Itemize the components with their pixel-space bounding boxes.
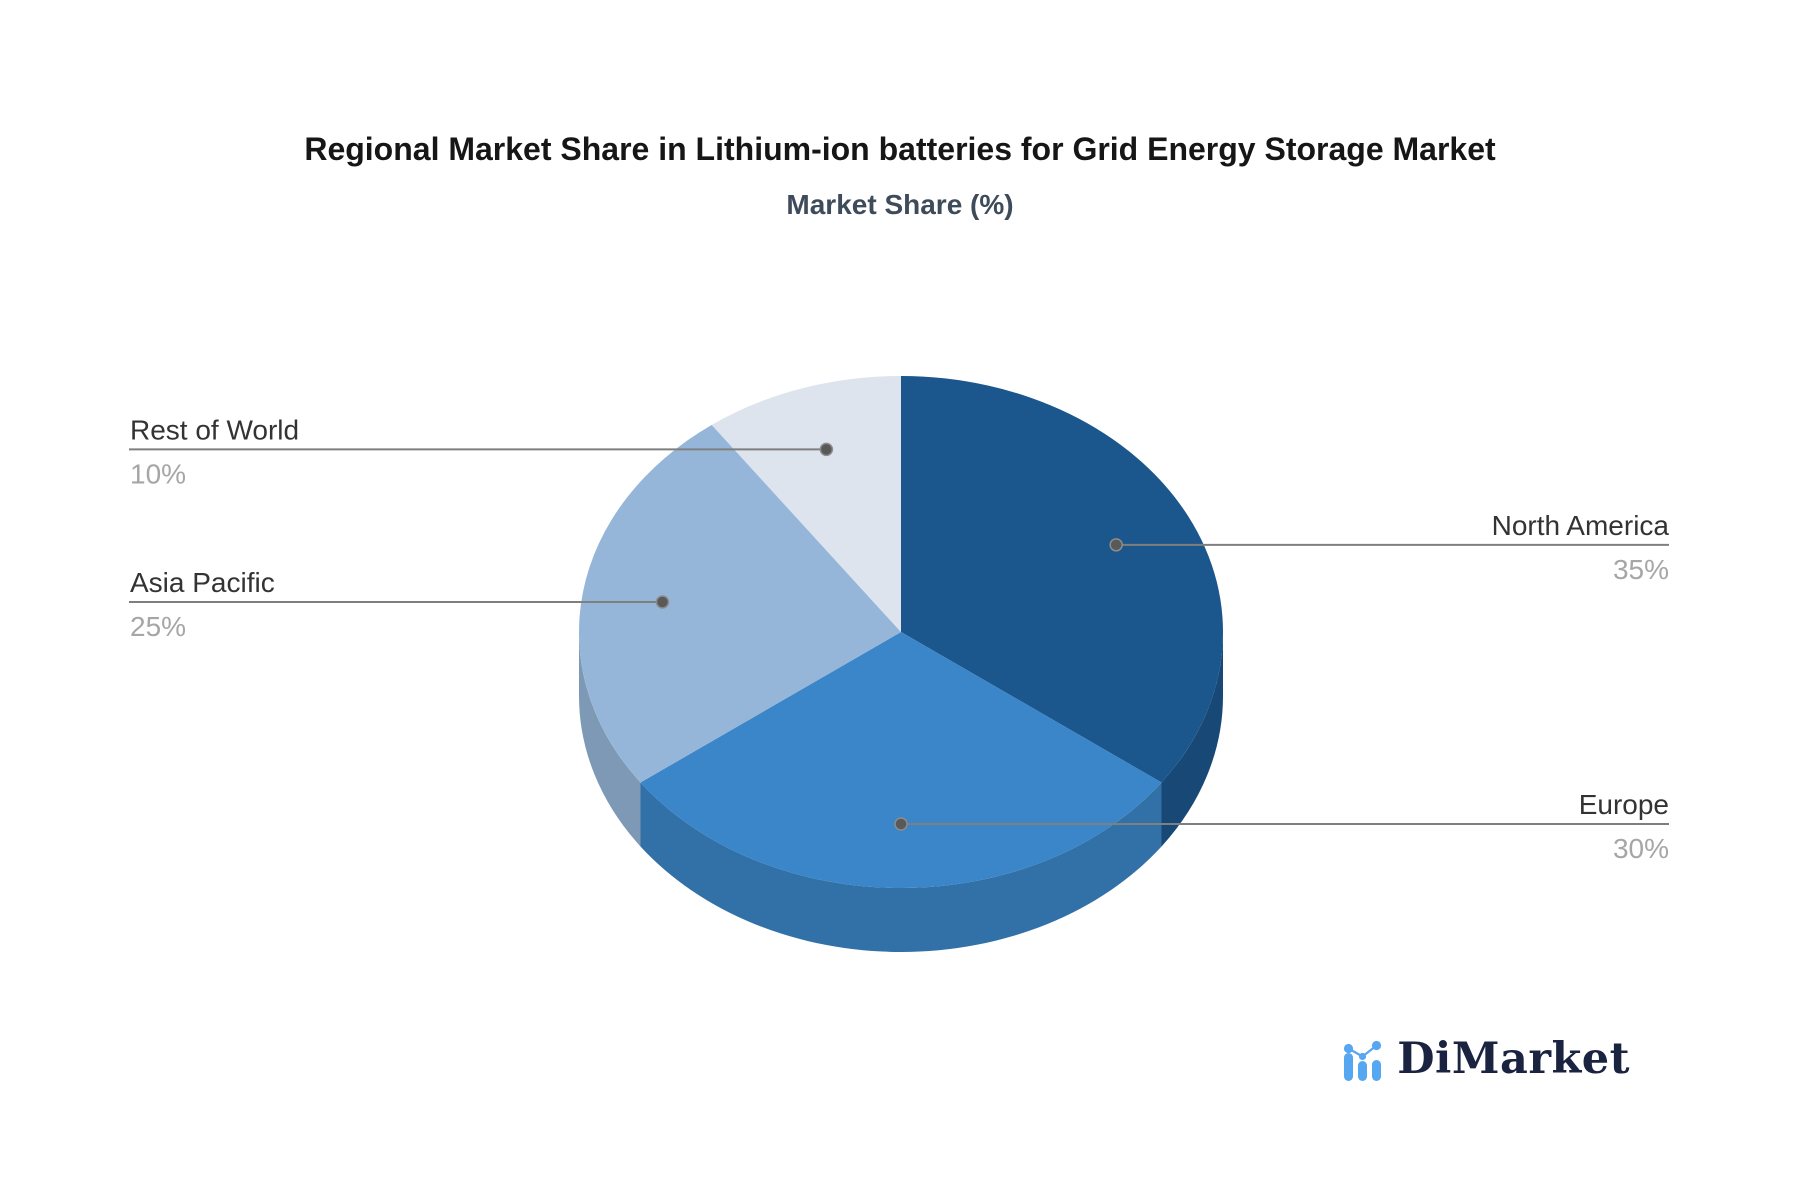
logo-text: DiMarket <box>1397 1034 1630 1084</box>
chart-subtitle: Market Share (%) <box>786 189 1014 220</box>
bar-chart-logo-icon <box>1344 1040 1382 1081</box>
leader-dot-europe <box>894 817 908 831</box>
slice-pct-north-america: 35% <box>1613 554 1669 585</box>
slice-pct-asia-pacific: 25% <box>130 611 186 642</box>
leader-dot-asia-pacific <box>655 595 670 609</box>
pie-slice-rest-of-world <box>711 376 901 632</box>
slice-label-rest-of-world: Rest of World <box>130 414 299 445</box>
leader-dot-rest-of-world <box>819 442 834 457</box>
pie-slice-asia-pacific <box>579 424 901 783</box>
dimarket-logo: DiMarket <box>1343 1038 1630 1081</box>
slice-label-asia-pacific: Asia Pacific <box>130 567 275 598</box>
pie-slice-north-america <box>901 376 1223 783</box>
pie-slice-side-north-america <box>1161 632 1223 847</box>
slice-label-north-america: North America <box>1492 510 1670 541</box>
slice-pct-rest-of-world: 10% <box>130 458 186 489</box>
pie-slice-side-europe <box>640 782 1162 952</box>
pie-slice-side-asia-pacific <box>579 632 641 847</box>
slice-label-europe: Europe <box>1579 789 1669 820</box>
chart-title: Regional Market Share in Lithium-ion bat… <box>304 131 1496 167</box>
slice-pct-europe: 30% <box>1613 833 1669 864</box>
leader-dot-north-america <box>1109 538 1123 552</box>
